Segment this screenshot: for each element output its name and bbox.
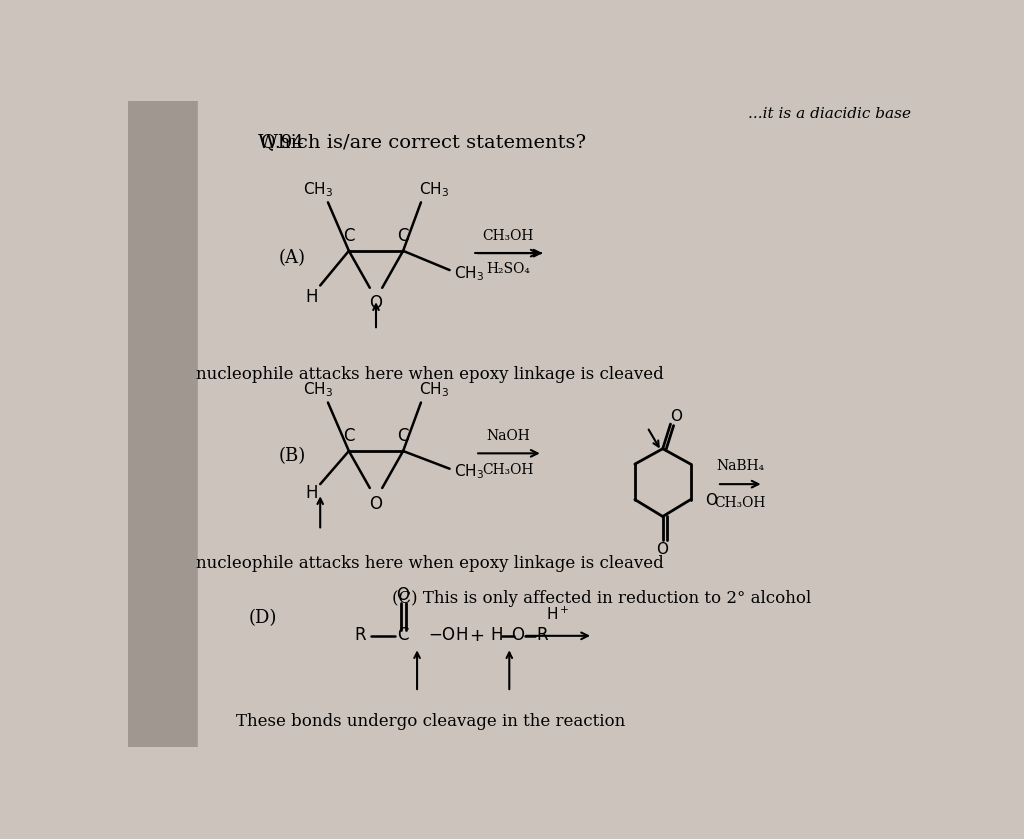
Text: $\mathsf{O}$: $\mathsf{O}$: [396, 587, 411, 604]
Text: CH₃OH: CH₃OH: [482, 462, 534, 477]
Text: CH₃OH: CH₃OH: [482, 229, 534, 243]
Text: Which is/are correct statements?: Which is/are correct statements?: [258, 133, 587, 151]
Text: H₂SO₄: H₂SO₄: [485, 263, 529, 276]
Text: $\mathsf{H}$: $\mathsf{H}$: [305, 485, 318, 502]
Text: $\mathsf{C}$: $\mathsf{C}$: [397, 428, 410, 445]
Text: $\mathsf{O}$: $\mathsf{O}$: [369, 496, 383, 513]
Text: Q.94: Q.94: [261, 133, 304, 151]
Text: $\mathsf{O}$: $\mathsf{O}$: [369, 295, 383, 312]
Text: $\mathsf{C}$: $\mathsf{C}$: [397, 227, 410, 245]
Text: $\mathsf{H}$: $\mathsf{H}$: [305, 289, 318, 305]
Text: $\mathsf{H^+}$: $\mathsf{H^+}$: [547, 606, 570, 623]
Text: (A): (A): [280, 249, 306, 268]
Text: $\mathsf{+}$: $\mathsf{+}$: [469, 627, 484, 645]
Text: $\mathsf{O}$: $\mathsf{O}$: [705, 492, 718, 508]
Text: $\mathsf{O}$: $\mathsf{O}$: [670, 409, 683, 425]
Text: $\mathsf{C}$: $\mathsf{C}$: [343, 227, 355, 245]
Text: $\mathsf{C}$: $\mathsf{C}$: [343, 428, 355, 445]
Text: (D): (D): [248, 609, 276, 627]
Text: NaBH₄: NaBH₄: [716, 459, 764, 472]
Text: nucleophile attacks here when epoxy linkage is cleaved: nucleophile attacks here when epoxy link…: [197, 367, 665, 383]
Text: $\mathsf{-OH}$: $\mathsf{-OH}$: [428, 628, 468, 644]
Text: CH₃OH: CH₃OH: [715, 496, 766, 509]
Text: $\mathsf{H}$: $\mathsf{H}$: [489, 628, 503, 644]
Text: $\mathsf{CH_3}$: $\mathsf{CH_3}$: [454, 462, 483, 482]
Text: $\mathsf{C}$: $\mathsf{C}$: [397, 628, 410, 644]
Text: $\mathsf{CH_3}$: $\mathsf{CH_3}$: [303, 380, 333, 399]
Text: (C) This is only affected in reduction to 2° alcohol: (C) This is only affected in reduction t…: [391, 590, 811, 607]
Bar: [128, 101, 252, 747]
Text: These bonds undergo cleavage in the reaction: These bonds undergo cleavage in the reac…: [236, 713, 625, 730]
Text: NaOH: NaOH: [485, 430, 529, 443]
Text: $\mathsf{CH_3}$: $\mathsf{CH_3}$: [419, 180, 450, 199]
Text: nucleophile attacks here when epoxy linkage is cleaved: nucleophile attacks here when epoxy link…: [197, 555, 665, 572]
Text: $\mathsf{R}$: $\mathsf{R}$: [537, 628, 549, 644]
Text: $\mathsf{O}$: $\mathsf{O}$: [511, 628, 525, 644]
Text: ...it is a diacidic base: ...it is a diacidic base: [748, 107, 910, 121]
Text: $\mathsf{CH_3}$: $\mathsf{CH_3}$: [454, 264, 483, 284]
Text: (B): (B): [280, 447, 306, 466]
Text: $\mathsf{CH_3}$: $\mathsf{CH_3}$: [303, 180, 333, 199]
Text: $\mathsf{CH_3}$: $\mathsf{CH_3}$: [419, 380, 450, 399]
Text: $\mathsf{O}$: $\mathsf{O}$: [656, 541, 670, 557]
Text: $\mathsf{R}$: $\mathsf{R}$: [354, 628, 367, 644]
